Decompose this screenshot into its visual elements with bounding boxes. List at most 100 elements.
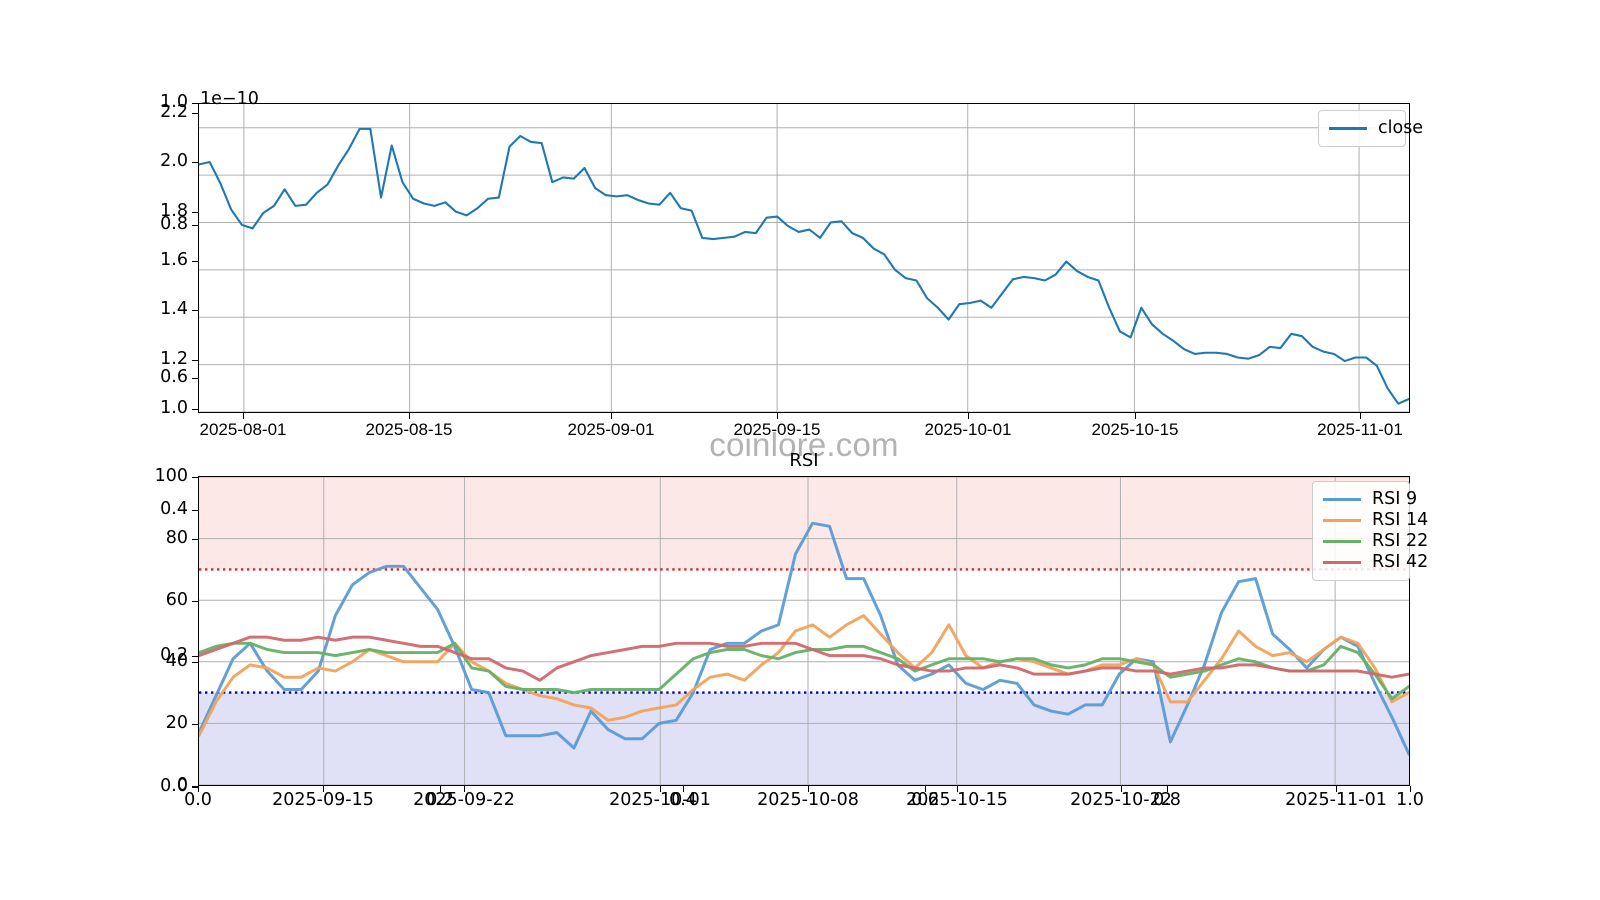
rsi-x-tick-label: 2025-09-15 — [272, 790, 374, 810]
rsi-chart-title: RSI — [789, 450, 819, 471]
price-y-tick-label: 2.0 — [160, 151, 188, 172]
x-tick-mark — [409, 413, 411, 419]
x-tick-mark — [1167, 786, 1169, 792]
rsi-x-tick-label: 2025-10-08 — [757, 790, 859, 810]
y-tick-mark — [192, 211, 198, 213]
x-tick-mark — [683, 786, 685, 792]
coinlore-watermark: coinlore.com — [709, 426, 899, 463]
rsi-y-tick-label: 100 — [154, 466, 188, 486]
legend-item[interactable]: RSI 22 — [1323, 531, 1428, 552]
price-y-tick-label: 1.8 — [160, 200, 188, 221]
x-tick-mark — [968, 413, 970, 419]
legend-color-swatch — [1323, 519, 1361, 522]
x-tick-mark — [1410, 786, 1412, 792]
legend-color-swatch — [1323, 561, 1361, 564]
rsi-x-tick-label: 2025-10-22 — [1070, 790, 1172, 810]
price-x-tick-label: 2025-08-01 — [199, 420, 287, 439]
price-x-tick-label: 2025-10-01 — [924, 420, 1012, 439]
x-tick-mark — [660, 786, 662, 792]
y-tick-mark — [192, 786, 198, 788]
y-tick-mark — [192, 656, 198, 658]
rsi-x-tick-label-overlay: 0.2 — [426, 790, 454, 810]
rsi-y-tick-label: 0 — [176, 775, 188, 795]
y-tick-mark — [192, 510, 198, 512]
rsi-x-tick-label: 2025-10-01 — [609, 790, 711, 810]
rsi-y-tick-label: 80 — [165, 527, 188, 548]
y-tick-mark — [192, 359, 198, 361]
price-chart-plot-area — [198, 103, 1410, 413]
x-tick-mark — [1360, 413, 1362, 419]
y-tick-mark — [192, 310, 198, 312]
price-y-tick-label-overlay: 1.0 — [160, 92, 188, 112]
x-tick-mark — [611, 413, 613, 419]
legend-label: RSI 14 — [1372, 509, 1429, 530]
rsi-y-tick-label-overlay: 0.4 — [160, 499, 188, 519]
legend-label: RSI 9 — [1372, 488, 1418, 509]
x-tick-mark — [464, 786, 466, 792]
rsi-x-tick-label: 2025-09-22 — [413, 790, 515, 810]
rsi-y-tick-label: 60 — [165, 589, 188, 610]
x-tick-mark — [1135, 413, 1137, 419]
rsi-x-tick-label-overlay: 1.0 — [1396, 790, 1424, 810]
price-y-tick-label: 1.4 — [160, 299, 188, 320]
rsi-x-tick-label-overlay: 0.8 — [1153, 790, 1181, 810]
price-x-tick-label: 2025-10-15 — [1091, 420, 1179, 439]
y-tick-mark — [192, 600, 198, 602]
x-tick-mark — [777, 413, 779, 419]
price-y-tick-label: 2.2 — [160, 102, 188, 122]
price-series-canvas — [199, 104, 1409, 412]
legend-label: RSI 42 — [1372, 551, 1429, 572]
price-y-tick-label-overlay: 0.6 — [160, 367, 188, 387]
x-tick-mark — [808, 786, 810, 792]
price-x-tick-label: 2025-08-15 — [365, 420, 453, 439]
rsi-y-tick-label-overlay: 0.2 — [160, 645, 188, 665]
price-x-tick-label: 2025-09-01 — [567, 420, 655, 439]
legend-item[interactable]: RSI 9 — [1323, 489, 1417, 510]
y-tick-mark — [192, 409, 198, 411]
x-tick-mark — [243, 413, 245, 419]
price-x-tick-label: 2025-11-01 — [1317, 420, 1403, 439]
price-axis-offset-text: 1e−10 — [200, 89, 259, 109]
y-tick-mark — [192, 261, 198, 263]
x-tick-mark — [198, 786, 200, 792]
rsi-x-tick-label-overlay: 0.4 — [669, 790, 697, 810]
y-tick-mark — [192, 724, 198, 726]
rsi-y-tick-label-overlay: 0.0 — [160, 776, 188, 796]
y-tick-mark — [192, 538, 198, 540]
rsi-x-tick-label: 2025-10-15 — [906, 790, 1008, 810]
legend-label: RSI 22 — [1372, 530, 1429, 551]
rsi-chart-legend[interactable]: RSI 9 RSI 14 RSI 22 RSI 42 — [1312, 481, 1428, 581]
y-tick-mark — [192, 113, 198, 115]
price-y-tick-label: 1.0 — [160, 398, 188, 418]
legend-item[interactable]: RSI 14 — [1323, 510, 1428, 531]
rsi-y-tick-label: 40 — [165, 651, 188, 672]
y-tick-mark — [192, 103, 198, 105]
legend-color-swatch — [1329, 127, 1367, 130]
y-tick-mark — [192, 162, 198, 164]
price-y-tick-label: 1.6 — [160, 250, 188, 270]
legend-color-swatch — [1323, 540, 1361, 543]
y-tick-mark — [192, 477, 198, 479]
rsi-y-tick-label: 20 — [165, 713, 188, 734]
y-tick-mark — [192, 225, 198, 227]
y-tick-mark — [192, 787, 198, 789]
x-tick-mark — [323, 786, 325, 792]
legend-label: close — [1378, 117, 1424, 138]
rsi-chart-plot-area — [198, 476, 1410, 786]
y-tick-mark — [192, 378, 198, 380]
rsi-series-canvas — [199, 477, 1409, 785]
rsi-x-tick-label: 2025-11-01 — [1285, 790, 1387, 810]
y-tick-mark — [192, 662, 198, 664]
legend-item[interactable]: RSI 42 — [1323, 552, 1428, 573]
x-tick-mark — [1336, 786, 1338, 792]
legend-item[interactable]: close — [1329, 118, 1423, 139]
x-tick-mark — [1121, 786, 1123, 792]
rsi-x-tick-label-overlay: 0.6 — [911, 790, 939, 810]
price-y-tick-label-overlay: 0.8 — [160, 214, 188, 234]
x-tick-mark — [925, 786, 927, 792]
rsi-x-tick-label-overlay: 0.0 — [184, 790, 212, 810]
legend-color-swatch — [1323, 498, 1361, 501]
price-x-tick-label: 2025-09-15 — [733, 420, 821, 439]
price-chart-legend[interactable]: close — [1318, 110, 1423, 147]
